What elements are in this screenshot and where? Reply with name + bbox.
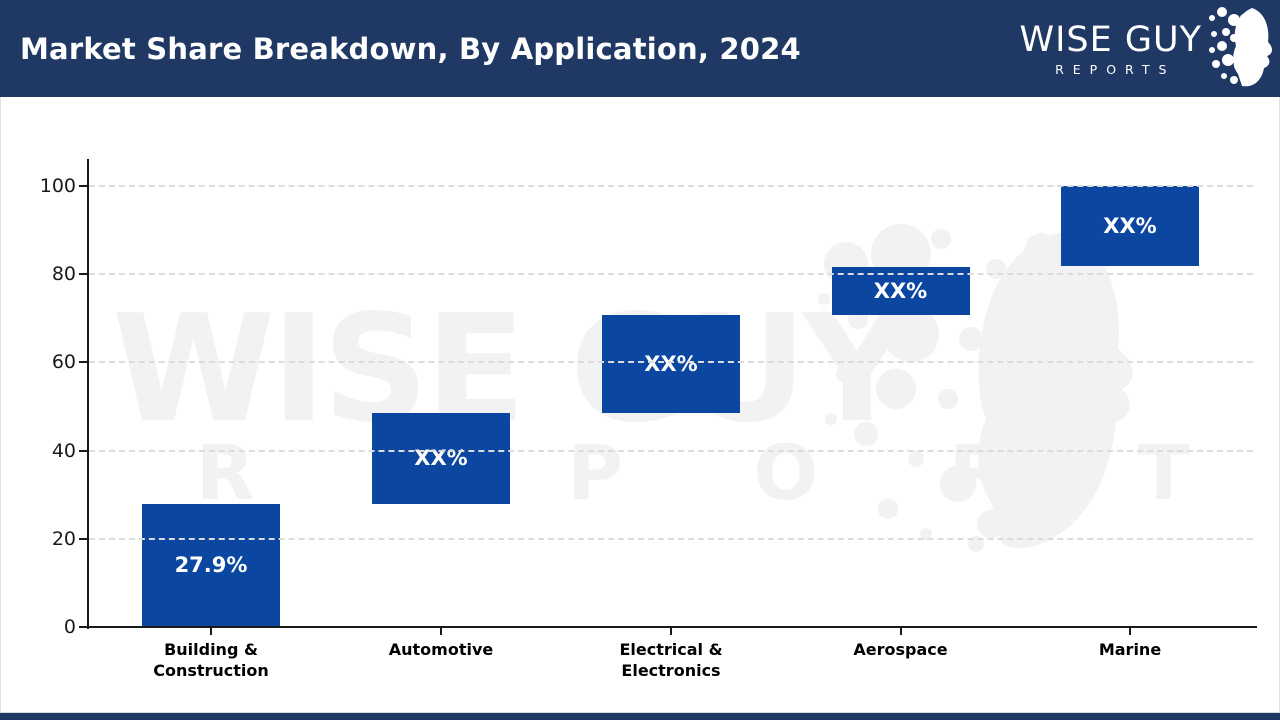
x-tick-mark-building-construction (210, 628, 212, 635)
y-tick-label-40: 40 (51, 439, 76, 462)
gridline-100 (89, 184, 1253, 187)
footer-bar (0, 713, 1280, 720)
left-border (0, 97, 1, 713)
y-tick-mark-100 (79, 184, 87, 187)
brand-reports-text: REPORTS (1055, 61, 1176, 77)
category-label-building-construction: Building & Construction (153, 640, 269, 680)
y-tick-label-60: 60 (51, 351, 76, 374)
bar-building-construction: 27.9% (142, 503, 280, 627)
header-bar: Market Share Breakdown, By Application, … (0, 0, 1280, 97)
y-tick-mark-60 (79, 361, 87, 364)
y-axis-line (87, 159, 89, 629)
category-label-marine: Marine (1098, 640, 1162, 659)
x-tick-mark-aerospace (899, 628, 902, 635)
category-label-automotive: Automotive (388, 640, 494, 659)
page-title: Market Share Breakdown, By Application, … (20, 31, 801, 66)
y-tick-mark-20 (79, 537, 87, 540)
x-axis-line (87, 626, 1257, 628)
watermark-wise-guy: WISE GUY (112, 283, 910, 455)
watermark-head-dots-icon (818, 224, 1133, 552)
brand-logo: WISE GUY REPORTS (1019, 22, 1202, 77)
brand-wise-guy-text: WISE GUY (1019, 20, 1202, 60)
y-tick-mark-80 (79, 273, 87, 275)
y-tick-label-0: 0 (63, 616, 76, 638)
x-tick-mark-automotive (440, 628, 442, 635)
y-tick-mark-0 (79, 626, 87, 628)
y-tick-mark-40 (79, 449, 87, 452)
y-tick-label-80: 80 (51, 263, 76, 285)
footer-divider (0, 712, 1280, 713)
brand-head-dots-icon (1209, 7, 1273, 87)
category-label-aerospace: Aerospace (853, 640, 948, 659)
x-tick-mark-marine (1129, 628, 1131, 635)
x-tick-mark-electrical-electronics (670, 628, 672, 635)
y-tick-label-20: 20 (51, 527, 76, 550)
y-tick-label-100: 100 (39, 174, 76, 197)
bar-value-label-building-construction: 27.9% (174, 553, 248, 578)
category-label-electrical-electronics: Electrical & Electronics (619, 640, 723, 680)
